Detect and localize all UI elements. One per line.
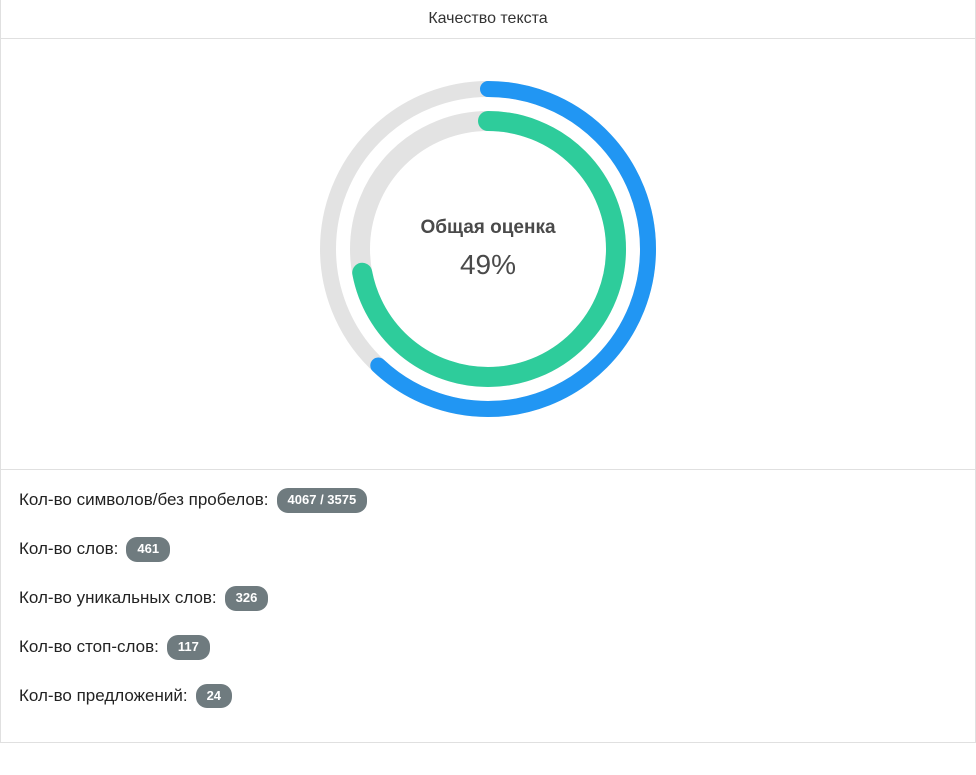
- stat-badge: 24: [196, 684, 232, 709]
- stat-label: Кол-во стоп-слов:: [19, 637, 159, 657]
- stat-label: Кол-во предложений:: [19, 686, 188, 706]
- stat-row-unique-words: Кол-во уникальных слов: 326: [19, 586, 957, 611]
- stats-list: Кол-во символов/без пробелов: 4067 / 357…: [1, 470, 975, 742]
- stat-row-words: Кол-во слов: 461: [19, 537, 957, 562]
- stat-row-sentences: Кол-во предложений: 24: [19, 684, 957, 709]
- stat-badge: 461: [126, 537, 170, 562]
- panel-title: Качество текста: [1, 0, 975, 39]
- score-chart: Общая оценка 49%: [318, 79, 658, 419]
- text-quality-panel: Качество текста Общая оценка 49% Кол-во …: [0, 0, 976, 743]
- stat-badge: 326: [225, 586, 269, 611]
- score-chart-section: Общая оценка 49%: [1, 39, 975, 470]
- chart-value: 49%: [460, 249, 516, 281]
- chart-label: Общая оценка: [420, 217, 555, 239]
- stat-label: Кол-во слов:: [19, 539, 118, 559]
- stat-badge: 4067 / 3575: [277, 488, 368, 513]
- stat-row-chars: Кол-во символов/без пробелов: 4067 / 357…: [19, 488, 957, 513]
- chart-center: Общая оценка 49%: [318, 79, 658, 419]
- stat-row-stop-words: Кол-во стоп-слов: 117: [19, 635, 957, 660]
- stat-label: Кол-во уникальных слов:: [19, 588, 217, 608]
- stat-badge: 117: [167, 635, 210, 660]
- stat-label: Кол-во символов/без пробелов:: [19, 490, 269, 510]
